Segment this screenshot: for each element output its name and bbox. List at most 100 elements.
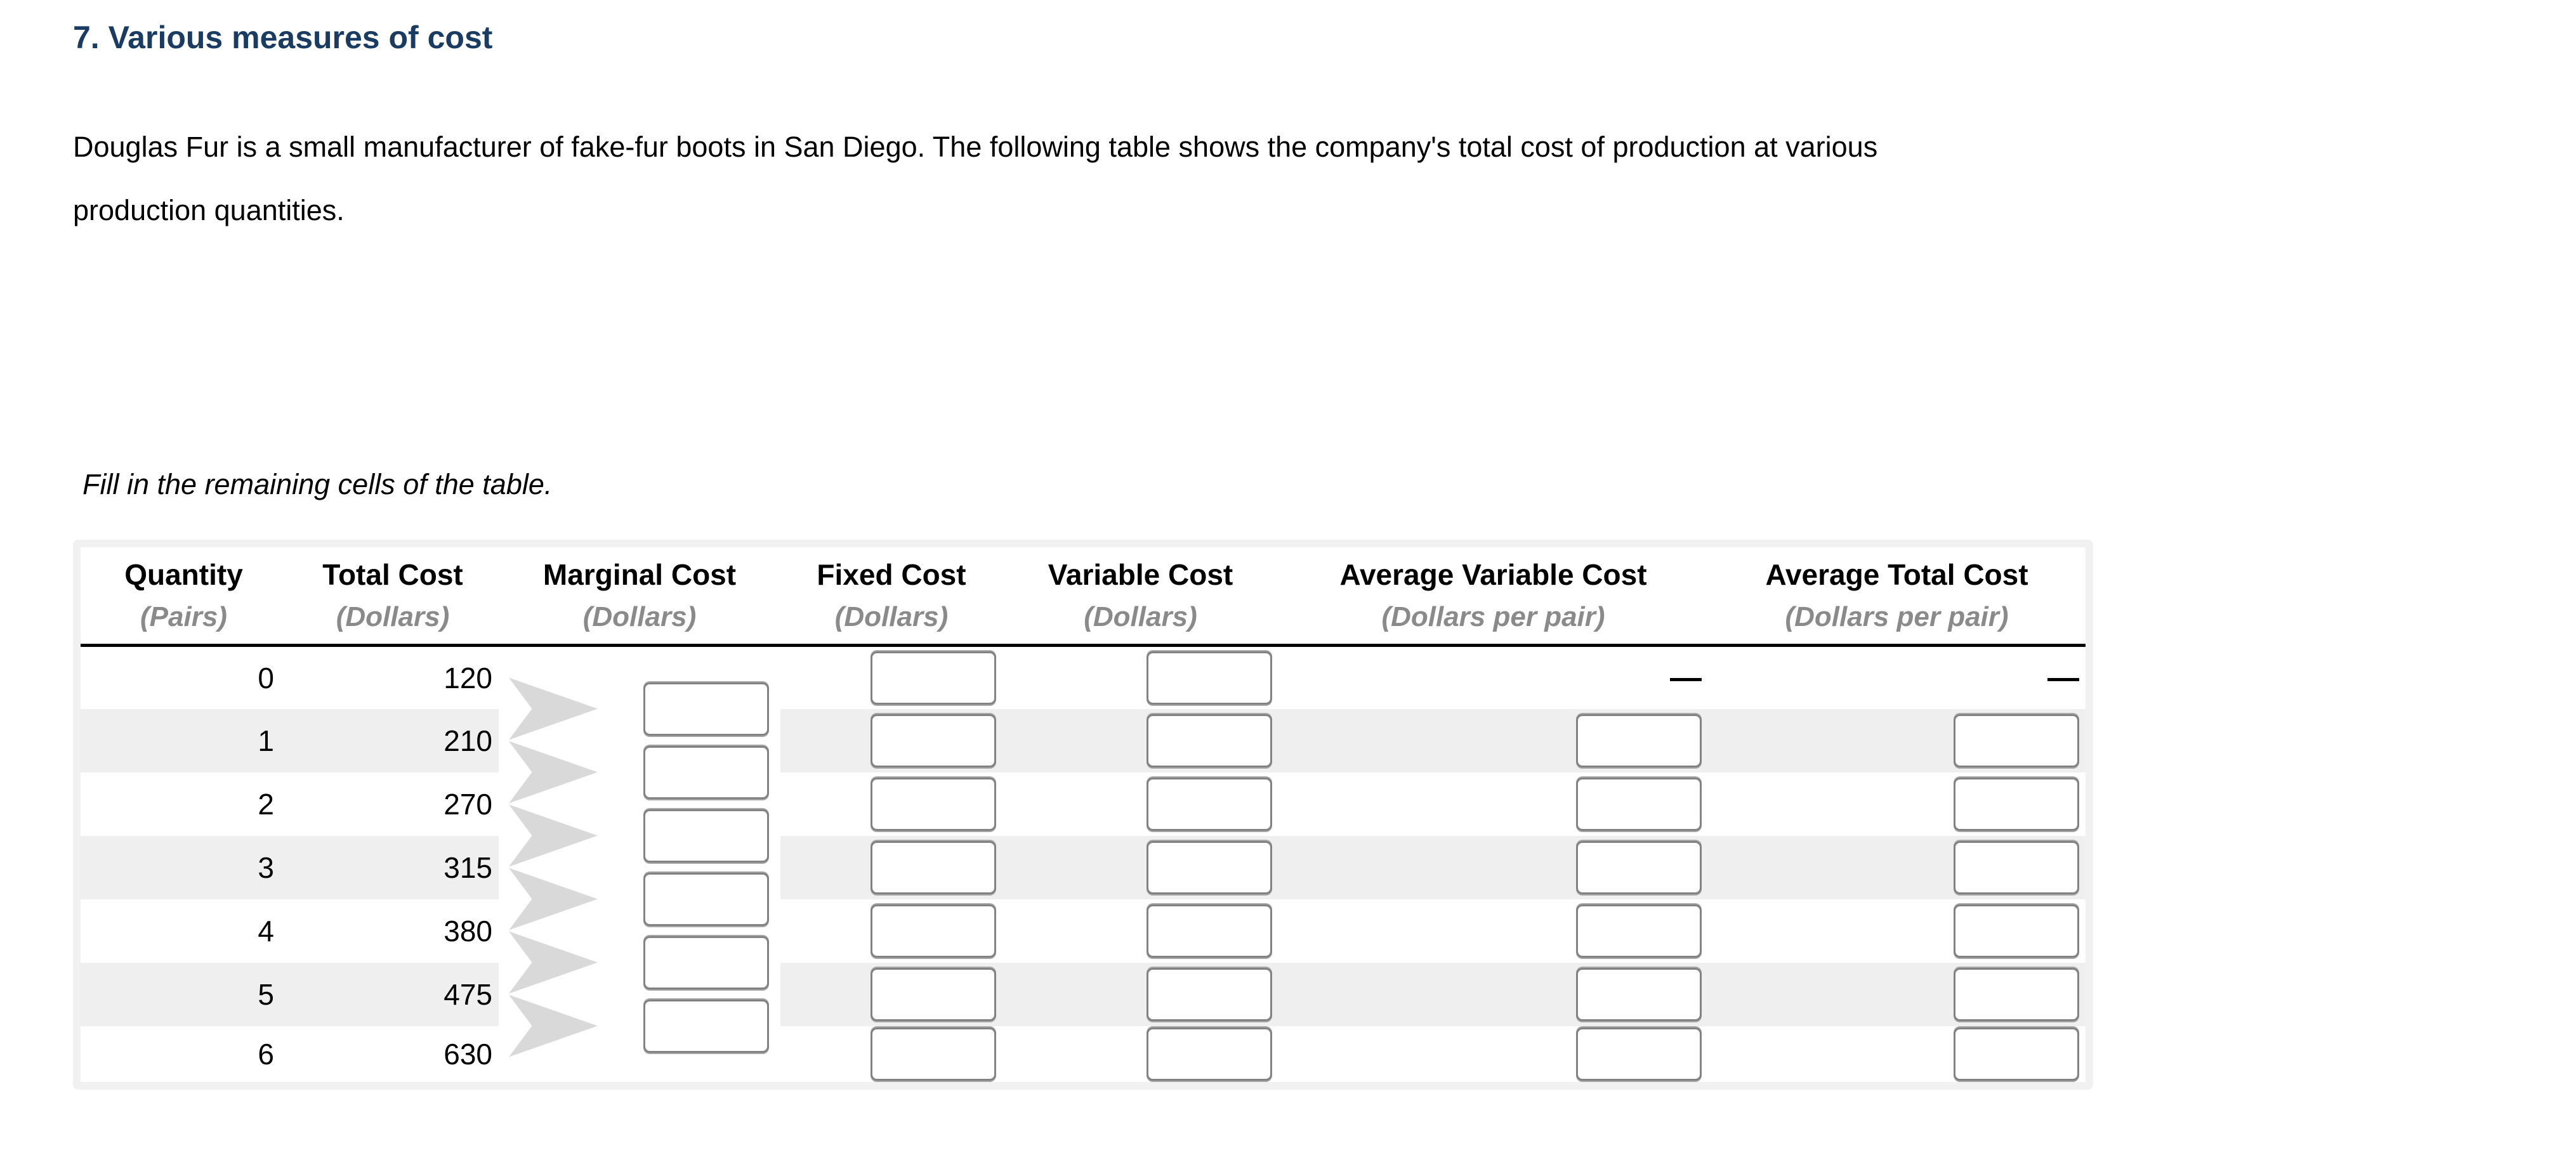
fixed-cost-input-q4[interactable] bbox=[871, 904, 996, 958]
cost-table-container: Quantity (Pairs) Total Cost (Dollars) Ma… bbox=[73, 540, 2093, 1090]
total-cost-cell-q0: 120 bbox=[444, 661, 492, 694]
fixed-cost-cell-q4 bbox=[780, 899, 1002, 963]
table-row-q4: 4 380 bbox=[81, 899, 2086, 994]
avg-total-cost-input-q2[interactable] bbox=[1954, 777, 2079, 831]
page-title: 7. Various measures of cost bbox=[73, 20, 493, 55]
quantity-cell-q1: 1 bbox=[81, 708, 287, 773]
variable-cost-cell-q4 bbox=[1002, 899, 1278, 963]
col-header-variable-cost-units: (Dollars) bbox=[1084, 601, 1197, 632]
variable-cost-input-q0[interactable] bbox=[1147, 651, 1272, 705]
table-row-q2: 2 270 bbox=[81, 772, 2086, 867]
col-header-fixed-cost: Fixed Cost (Dollars) bbox=[780, 547, 1002, 647]
col-header-avg-variable-cost: Average Variable Cost (Dollars per pair) bbox=[1278, 547, 1708, 647]
col-header-avg-variable-cost-label: Average Variable Cost bbox=[1339, 558, 1647, 591]
variable-cost-input-q5[interactable] bbox=[1147, 967, 1272, 1021]
fixed-cost-input-q2[interactable] bbox=[871, 777, 996, 831]
avg-variable-cost-cell-q6 bbox=[1278, 1026, 1708, 1082]
avg-variable-cost-input-q1[interactable] bbox=[1576, 714, 1702, 767]
quantity-cell-q4: 4 bbox=[258, 914, 274, 948]
variable-cost-cell-q6 bbox=[1002, 1026, 1278, 1082]
quantity-cell-q5: 5 bbox=[81, 962, 287, 1026]
variable-cost-input-q2[interactable] bbox=[1147, 777, 1272, 831]
header-row: Quantity (Pairs) Total Cost (Dollars) Ma… bbox=[81, 547, 2086, 647]
avg-total-cost-cell-q4 bbox=[1708, 899, 2086, 963]
col-header-variable-cost: Variable Cost (Dollars) bbox=[1002, 547, 1278, 647]
quantity-cell-q0: 0 bbox=[258, 661, 274, 694]
avg-total-cost-input-q5[interactable] bbox=[1954, 967, 2079, 1021]
col-header-marginal-cost-label: Marginal Cost bbox=[542, 558, 737, 591]
marginal-cost-input-5-6[interactable] bbox=[643, 999, 769, 1053]
col-header-marginal-cost: Marginal Cost (Dollars) bbox=[499, 547, 780, 647]
col-header-avg-variable-cost-units: (Dollars per pair) bbox=[1381, 601, 1605, 632]
avg-total-cost-input-q6[interactable] bbox=[1954, 1027, 2079, 1081]
total-cost-cell-q2: 270 bbox=[444, 787, 492, 821]
col-header-total-cost-units: (Dollars) bbox=[336, 601, 450, 632]
avg-variable-cost-input-q4[interactable] bbox=[1576, 904, 1702, 958]
variable-cost-input-q6[interactable] bbox=[1147, 1027, 1272, 1081]
fixed-cost-input-q1[interactable] bbox=[871, 714, 996, 767]
marginal-cost-input-4-5[interactable] bbox=[643, 936, 769, 989]
variable-cost-cell-q1 bbox=[1002, 708, 1278, 773]
quantity-cell-q2: 2 bbox=[258, 787, 274, 821]
avg-total-cost-dash: — bbox=[2047, 659, 2079, 695]
fixed-cost-input-q3[interactable] bbox=[871, 840, 996, 894]
col-header-fixed-cost-units: (Dollars) bbox=[834, 601, 949, 632]
avg-variable-cost-input-q5[interactable] bbox=[1576, 967, 1702, 1021]
avg-total-cost-cell-q1 bbox=[1708, 708, 2086, 773]
marginal-cost-input-0-1[interactable] bbox=[643, 682, 769, 736]
marginal-cost-input-1-2[interactable] bbox=[643, 745, 769, 799]
avg-variable-cost-cell-q4 bbox=[1278, 899, 1708, 963]
col-header-total-cost-label: Total Cost bbox=[322, 558, 463, 591]
marginal-cost-cell-3-4 bbox=[499, 835, 780, 930]
col-header-avg-total-cost-units: (Dollars per pair) bbox=[1785, 601, 2009, 632]
fixed-cost-input-q5[interactable] bbox=[871, 967, 996, 1021]
avg-total-cost-cell-q3 bbox=[1708, 835, 2086, 899]
fixed-cost-cell-q6 bbox=[780, 1026, 1002, 1082]
avg-variable-cost-input-q3[interactable] bbox=[1576, 840, 1702, 894]
table-row-q0: 0 120 — — bbox=[81, 645, 2086, 740]
avg-total-cost-cell-q0: — bbox=[1708, 646, 2086, 709]
avg-total-cost-input-q3[interactable] bbox=[1954, 840, 2079, 894]
total-cost-cell-q1: 210 bbox=[287, 708, 499, 773]
variable-cost-input-q1[interactable] bbox=[1147, 714, 1272, 767]
avg-variable-cost-input-q2[interactable] bbox=[1576, 777, 1702, 831]
marginal-cost-input-3-4[interactable] bbox=[643, 872, 769, 926]
col-header-avg-total-cost: Average Total Cost (Dollars per pair) bbox=[1708, 547, 2086, 647]
avg-variable-cost-cell-q5 bbox=[1278, 962, 1708, 1026]
variable-cost-cell-q2 bbox=[1002, 773, 1278, 836]
fixed-cost-cell-q5 bbox=[780, 962, 1002, 1026]
avg-total-cost-input-q4[interactable] bbox=[1954, 904, 2079, 958]
avg-variable-cost-dash: — bbox=[1670, 659, 1702, 695]
fixed-cost-cell-q0 bbox=[780, 646, 1002, 709]
col-header-total-cost: Total Cost (Dollars) bbox=[287, 547, 499, 647]
marginal-cost-cell-0-1 bbox=[499, 645, 780, 740]
avg-variable-cost-input-q6[interactable] bbox=[1576, 1027, 1702, 1081]
total-cost-cell-q3: 315 bbox=[287, 835, 499, 899]
intro-paragraph: Douglas Fur is a small manufacturer of f… bbox=[73, 115, 2576, 242]
instruction-text: Fill in the remaining cells of the table… bbox=[82, 468, 553, 500]
variable-cost-input-q4[interactable] bbox=[1147, 904, 1272, 958]
fixed-cost-input-q6[interactable] bbox=[871, 1027, 996, 1081]
avg-variable-cost-cell-q3 bbox=[1278, 835, 1708, 899]
avg-total-cost-cell-q5 bbox=[1708, 962, 2086, 1026]
col-header-quantity: Quantity (Pairs) bbox=[81, 547, 287, 647]
avg-total-cost-cell-q6 bbox=[1708, 1026, 2086, 1082]
intro-line-1: Douglas Fur is a small manufacturer of f… bbox=[73, 131, 1878, 163]
avg-total-cost-input-q1[interactable] bbox=[1954, 714, 2079, 767]
fixed-cost-cell-q3 bbox=[780, 835, 1002, 899]
col-header-avg-total-cost-label: Average Total Cost bbox=[1765, 558, 2028, 591]
avg-variable-cost-cell-q0: — bbox=[1278, 646, 1708, 709]
col-header-quantity-label: Quantity bbox=[124, 558, 243, 591]
col-header-fixed-cost-label: Fixed Cost bbox=[817, 558, 966, 591]
col-header-variable-cost-label: Variable Cost bbox=[1048, 558, 1233, 591]
table-row-q1: 1 210 bbox=[81, 708, 2086, 804]
fixed-cost-input-q0[interactable] bbox=[871, 651, 996, 705]
total-cost-cell-q4: 380 bbox=[444, 914, 492, 948]
cost-table: Quantity (Pairs) Total Cost (Dollars) Ma… bbox=[81, 547, 2086, 1082]
marginal-cost-input-2-3[interactable] bbox=[643, 809, 769, 863]
variable-cost-input-q3[interactable] bbox=[1147, 840, 1272, 894]
total-cost-cell-q6: 630 bbox=[444, 1037, 492, 1071]
fixed-cost-cell-q2 bbox=[780, 773, 1002, 836]
quantity-cell-q3: 3 bbox=[81, 835, 287, 899]
total-cost-cell-q5: 475 bbox=[287, 962, 499, 1026]
